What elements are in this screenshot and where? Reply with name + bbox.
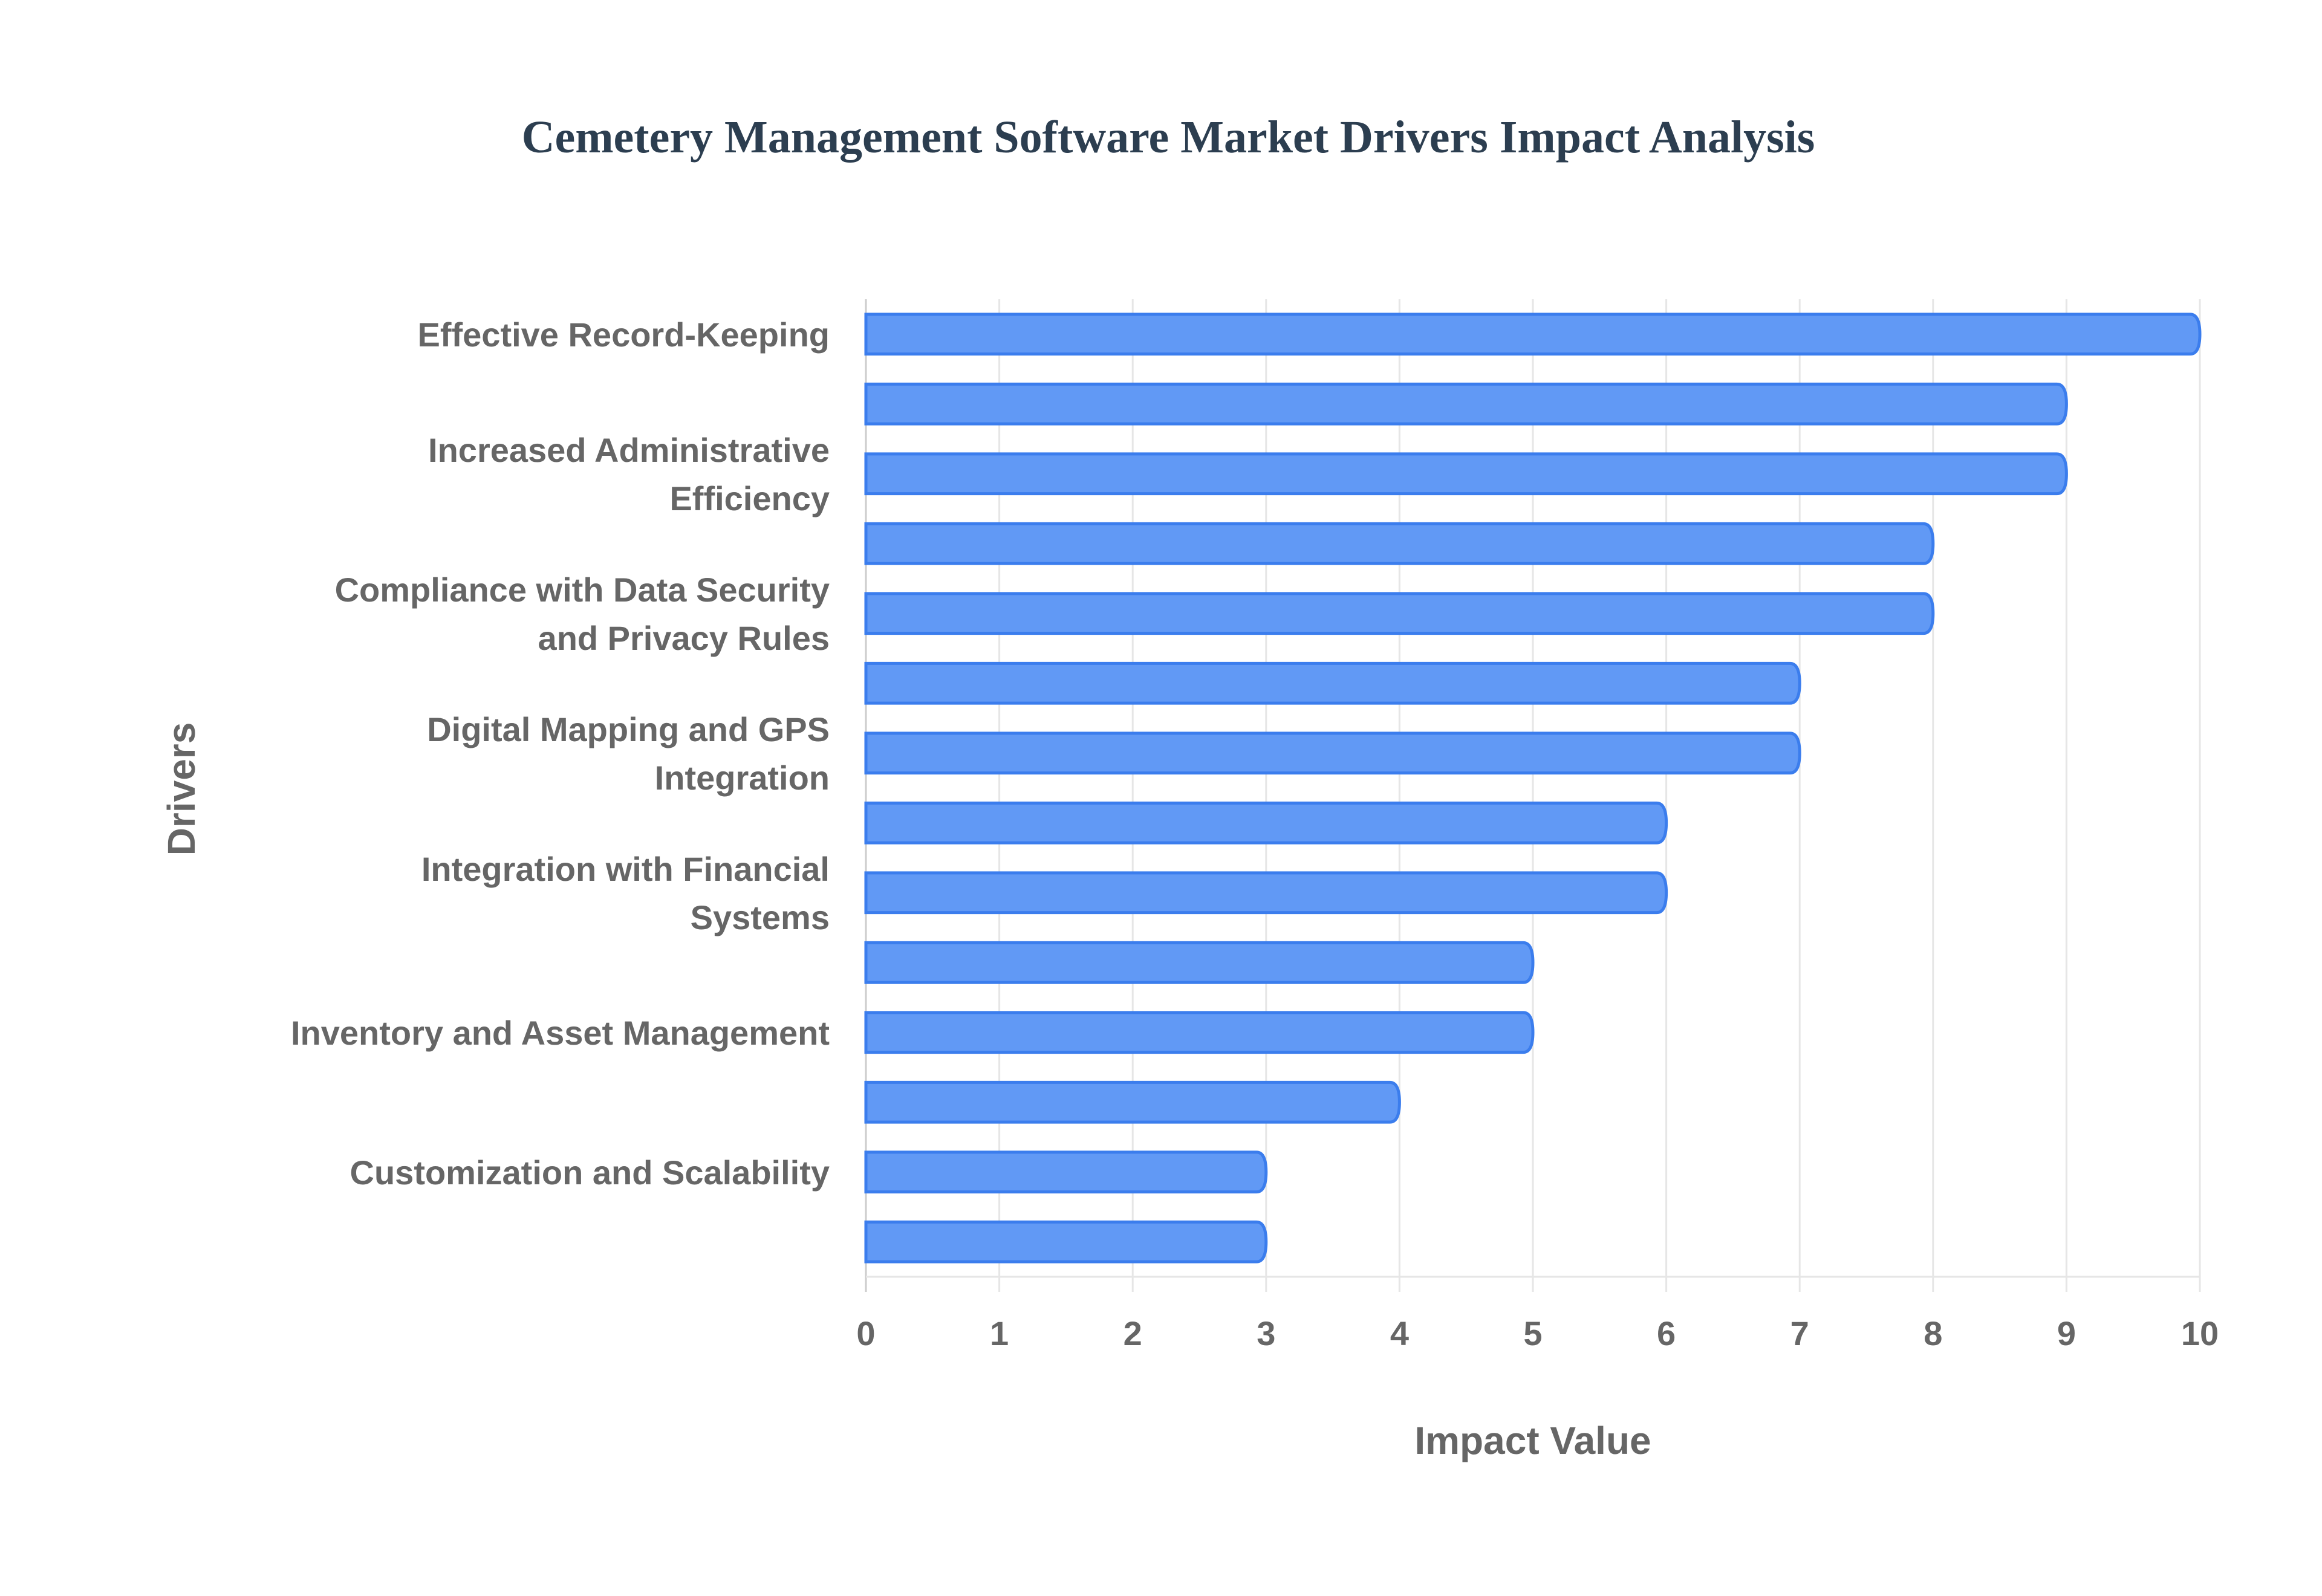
bar [864, 592, 1935, 635]
x-tick-label: 6 [1657, 1314, 1676, 1352]
bar [864, 452, 2068, 496]
x-axis-ticks: 0 1 2 3 4 5 6 7 8 9 10 [856, 1314, 2219, 1352]
y-tick-label: Digital Mapping and GPS [427, 710, 830, 748]
y-tick-label: Integration [655, 759, 830, 797]
x-tick-label: 2 [1124, 1314, 1142, 1352]
bar [864, 941, 1535, 984]
x-tick-label: 10 [2181, 1314, 2219, 1352]
y-tick-label: Efficiency [669, 479, 830, 517]
y-tick-label: Customization and Scalability [350, 1153, 830, 1192]
y-axis-title: Drivers [160, 722, 203, 856]
x-tick-label: 3 [1257, 1314, 1275, 1352]
x-tick-label: 7 [1790, 1314, 1809, 1352]
y-tick-label: Effective Record-Keeping [418, 316, 830, 354]
y-tick-label: Compliance with Data Security [335, 571, 830, 609]
x-tick-label: 4 [1390, 1314, 1409, 1352]
bar [864, 1150, 1268, 1194]
bar [864, 731, 1801, 775]
x-tick-label: 9 [2057, 1314, 2076, 1352]
y-tick-label: Systems [691, 898, 830, 936]
y-axis-labels: Effective Record-Keeping Increased Admini… [291, 316, 830, 1192]
bar [864, 801, 1668, 845]
y-tick-label: and Privacy Rules [538, 619, 830, 657]
x-tick-label: 0 [856, 1314, 875, 1352]
y-tick-label: Integration with Financial [421, 850, 830, 888]
bar [864, 522, 1935, 565]
chart-title: Cemetery Management Software Market Driv… [522, 112, 1815, 163]
bar [864, 382, 2068, 426]
x-axis-title: Impact Value [1414, 1419, 1651, 1462]
x-tick-label: 8 [1924, 1314, 1942, 1352]
bars [864, 313, 2202, 1264]
bar [864, 871, 1668, 915]
y-tick-label: Increased Administrative [428, 431, 830, 469]
bar [864, 1080, 1401, 1124]
grid [865, 299, 2201, 1292]
y-tick-label: Inventory and Asset Management [291, 1014, 830, 1052]
x-tick-label: 1 [990, 1314, 1009, 1352]
bar [864, 1220, 1268, 1264]
bar [864, 1011, 1535, 1054]
bar [864, 313, 2202, 356]
x-tick-label: 5 [1523, 1314, 1542, 1352]
bar [864, 661, 1801, 705]
